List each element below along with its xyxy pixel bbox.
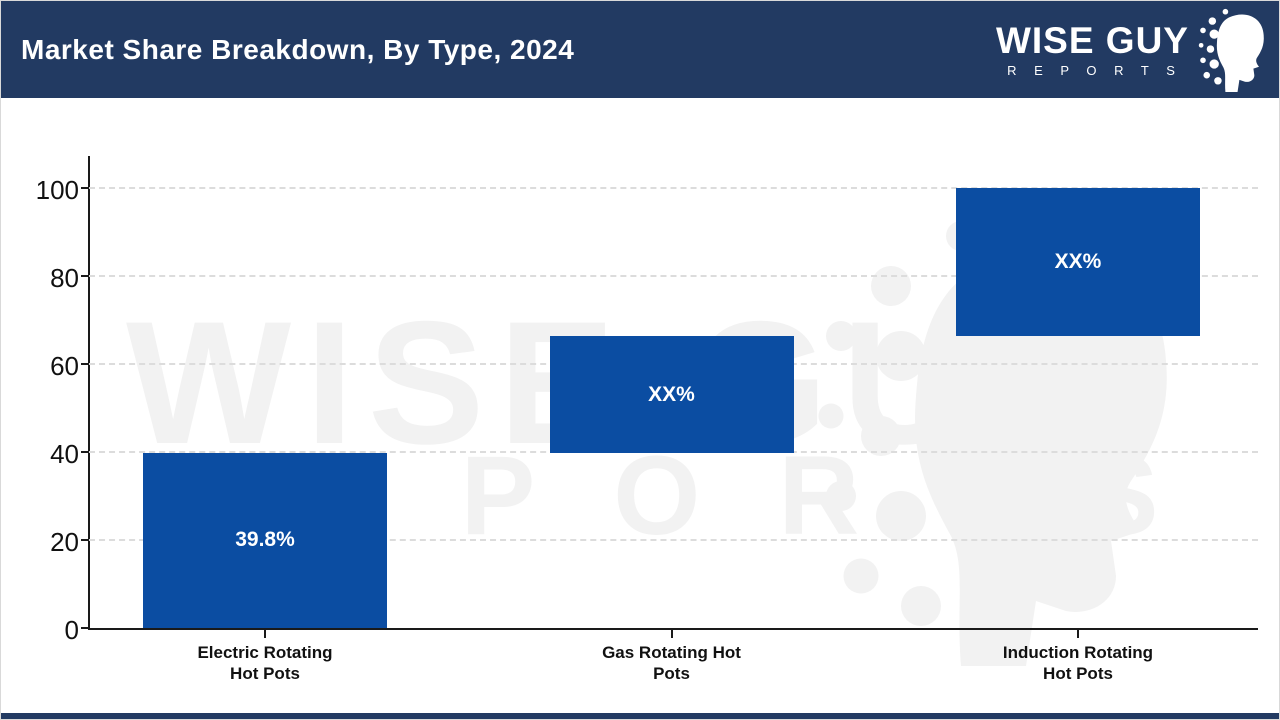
- y-tick-label: 40: [50, 439, 79, 469]
- bar-segment: 39.8%: [143, 452, 387, 628]
- bar-segment: XX%: [956, 188, 1200, 337]
- x-category-label: Gas Rotating Hot Pots: [602, 643, 741, 684]
- x-category-label: Electric Rotating Hot Pots: [197, 643, 333, 684]
- x-axis-tick: [670, 630, 673, 638]
- y-tick-label: 100: [35, 175, 79, 205]
- y-axis-tick: [81, 187, 88, 189]
- chart-plot-area: 0 20 40 60 80 100 39.8% Electric Rotating Hot Po…: [1, 98, 1279, 715]
- bar-segment: XX%: [549, 336, 794, 453]
- y-axis-tick: [81, 451, 88, 453]
- gridline-y20: [89, 539, 1258, 541]
- y-axis-tick: [81, 363, 88, 365]
- x-axis-tick: [264, 630, 266, 638]
- brand-logo: WISE GUY R E P O R T S: [996, 7, 1269, 93]
- y-tick-label: 0: [64, 615, 79, 645]
- y-tick-label: 60: [50, 351, 79, 381]
- bar-value-label: XX%: [1054, 250, 1102, 274]
- bar-value-label: XX%: [648, 382, 695, 406]
- brand-name: WISE GUY: [995, 20, 1189, 61]
- gridline-y100: [89, 187, 1258, 189]
- dotted-face-profile-icon: [1198, 8, 1264, 92]
- bar-value-label: 39.8%: [235, 528, 295, 552]
- header-bar: Market Share Breakdown, By Type, 2024 WI…: [1, 1, 1279, 98]
- brand-logo-text: WISE GUY R E P O R T S: [996, 22, 1189, 78]
- y-axis-line: [88, 156, 90, 630]
- y-tick-label: 80: [50, 263, 79, 293]
- x-axis-tick: [1077, 630, 1079, 638]
- brand-subtitle: R E P O R T S: [1007, 63, 1182, 78]
- gridline-y80: [89, 275, 1258, 277]
- x-category-label: Induction Rotating Hot Pots: [1002, 643, 1154, 684]
- x-axis-line: [88, 628, 1258, 630]
- page-title: Market Share Breakdown, By Type, 2024: [21, 33, 575, 65]
- y-tick-label: 20: [50, 527, 79, 557]
- footer-bar: [1, 713, 1279, 719]
- y-axis-tick: [81, 275, 88, 277]
- y-axis-tick: [81, 539, 88, 541]
- y-axis-tick: [81, 627, 88, 629]
